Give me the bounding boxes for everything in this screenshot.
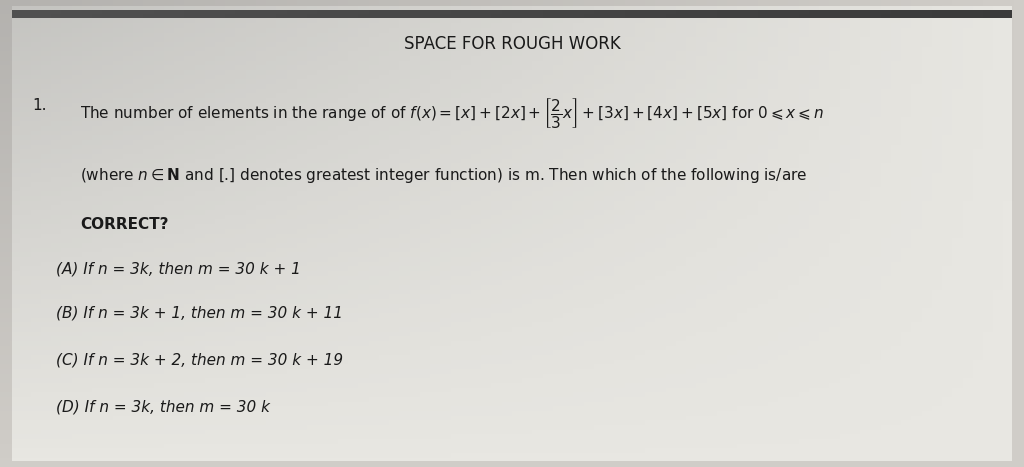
Text: CORRECT?: CORRECT?: [80, 217, 168, 232]
Text: (C) If n = 3k + 2, then m = 30 k + 19: (C) If n = 3k + 2, then m = 30 k + 19: [56, 353, 343, 368]
Text: SPACE FOR ROUGH WORK: SPACE FOR ROUGH WORK: [403, 35, 621, 53]
Text: (D) If n = 3k, then m = 30 k: (D) If n = 3k, then m = 30 k: [56, 399, 270, 414]
Text: (where $n \in \mathbf{N}$ and [.] denotes greatest integer function) is m. Then : (where $n \in \mathbf{N}$ and [.] denote…: [80, 166, 807, 185]
Text: The number of elements in the range of of $f(x) = [x] + [2x] + \left[\dfrac{2}{3: The number of elements in the range of o…: [80, 96, 824, 130]
Text: 1.: 1.: [33, 98, 47, 113]
Text: (B) If n = 3k + 1, then m = 30 k + 11: (B) If n = 3k + 1, then m = 30 k + 11: [56, 306, 343, 321]
Text: (A) If n = 3k, then m = 30 k + 1: (A) If n = 3k, then m = 30 k + 1: [56, 262, 301, 276]
